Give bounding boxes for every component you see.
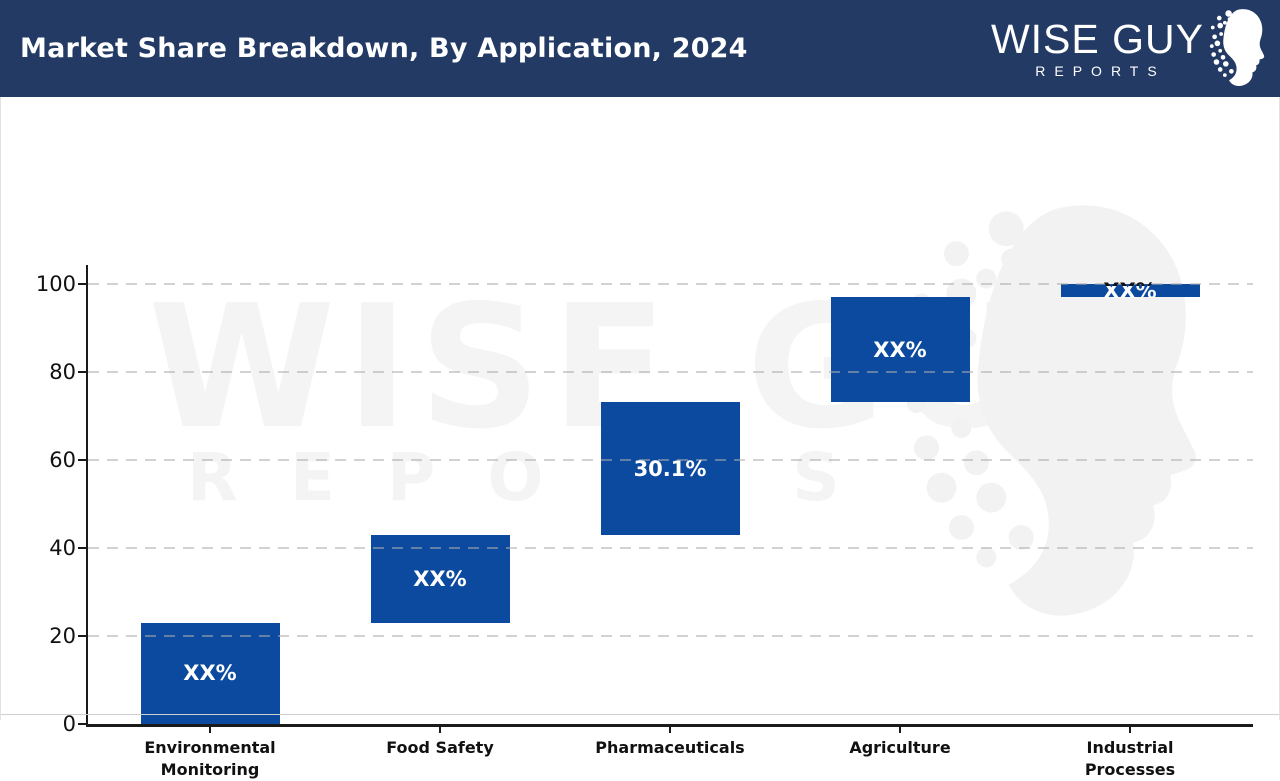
x-tick-mark <box>669 727 671 733</box>
bar-value-label: XX% <box>1061 278 1200 304</box>
y-tick-label: 100 <box>35 272 76 296</box>
page-title: Market Share Breakdown, By Application, … <box>20 33 748 64</box>
logo-wordmark: WISE GUY <box>990 15 1204 62</box>
x-tick-mark <box>1129 727 1131 733</box>
logo-head-icon <box>1209 9 1265 86</box>
x-category-label: Industrial Processes <box>1084 738 1176 779</box>
gridline <box>88 635 1253 637</box>
y-axis-spine <box>86 265 88 727</box>
y-tick-label: 80 <box>49 360 76 384</box>
x-category-label: Food Safety <box>386 738 494 757</box>
y-tick-mark <box>78 283 86 285</box>
x-category-label: Environmental Monitoring <box>144 738 276 779</box>
y-tick-mark <box>78 723 86 725</box>
gridline <box>88 547 1253 549</box>
plot-area: XX% Environmental Monitoring XX% Food Safet… <box>78 262 1253 779</box>
y-tick-label: 20 <box>49 624 76 648</box>
x-category-label: Agriculture <box>849 738 951 757</box>
x-tick-mark <box>899 727 901 733</box>
y-tick-label: 60 <box>49 448 76 472</box>
bar-segment <box>600 402 740 535</box>
bar-value-label: XX% <box>873 337 927 362</box>
logo-text: WISE GUY REPORTS <box>991 18 1204 79</box>
y-tick-mark <box>78 635 86 637</box>
bar-segment <box>140 622 280 724</box>
y-tick-mark <box>78 547 86 549</box>
y-axis: 0 20 40 60 80 100 <box>0 262 76 744</box>
bar-value-label: XX% <box>413 566 467 591</box>
y-tick-mark <box>78 371 86 373</box>
left-border <box>0 97 1 720</box>
x-tick-mark <box>439 727 441 733</box>
gridline <box>88 459 1253 461</box>
bar-segment <box>370 534 510 623</box>
gridline <box>88 371 1253 373</box>
y-tick-label: 40 <box>49 536 76 560</box>
gridline <box>88 283 1253 285</box>
logo-subtitle: REPORTS <box>1035 62 1166 79</box>
bar-segment <box>1060 284 1200 298</box>
chart-canvas: WISE GUY REPORTS 0 20 40 60 80 100 XX% Environ… <box>0 97 1280 779</box>
bottom-border <box>0 714 1280 715</box>
bar-segment <box>830 297 970 403</box>
header-bar: Market Share Breakdown, By Application, … <box>0 0 1280 97</box>
wiseguy-logo: WISE GUY REPORTS <box>991 6 1268 90</box>
y-tick-mark <box>78 459 86 461</box>
bar-value-label: XX% <box>183 661 237 686</box>
x-category-label: Pharmaceuticals <box>595 738 745 757</box>
x-tick-mark <box>209 727 211 733</box>
bar-value-label: 30.1% <box>633 456 707 481</box>
